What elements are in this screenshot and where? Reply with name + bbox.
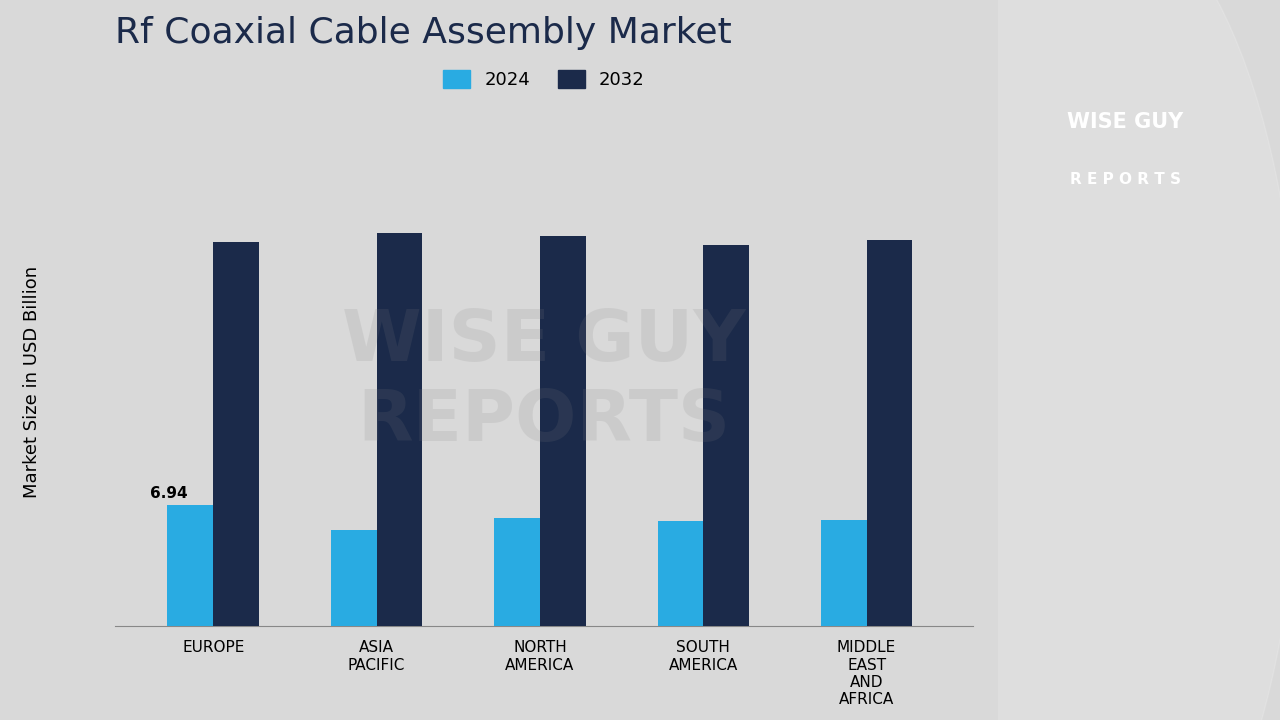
Text: WISE GUY
REPORTS: WISE GUY REPORTS bbox=[342, 307, 746, 456]
Bar bbox=[168, 505, 214, 626]
Bar bbox=[376, 233, 422, 626]
Text: R E P O R T S: R E P O R T S bbox=[1070, 173, 1180, 187]
Bar bbox=[820, 520, 867, 626]
Text: 6.94: 6.94 bbox=[150, 486, 187, 501]
Bar bbox=[494, 518, 540, 626]
Text: Rf Coaxial Cable Assembly Market: Rf Coaxial Cable Assembly Market bbox=[115, 17, 732, 50]
Text: WISE GUY: WISE GUY bbox=[1068, 112, 1183, 132]
Text: Market Size in USD Billion: Market Size in USD Billion bbox=[23, 266, 41, 498]
Bar bbox=[867, 240, 913, 626]
Bar bbox=[214, 242, 259, 626]
Bar bbox=[703, 246, 749, 626]
Legend: 2024, 2032: 2024, 2032 bbox=[436, 63, 652, 96]
Bar bbox=[540, 236, 586, 626]
Bar bbox=[658, 521, 703, 626]
Bar bbox=[330, 530, 376, 626]
Circle shape bbox=[895, 0, 1280, 720]
